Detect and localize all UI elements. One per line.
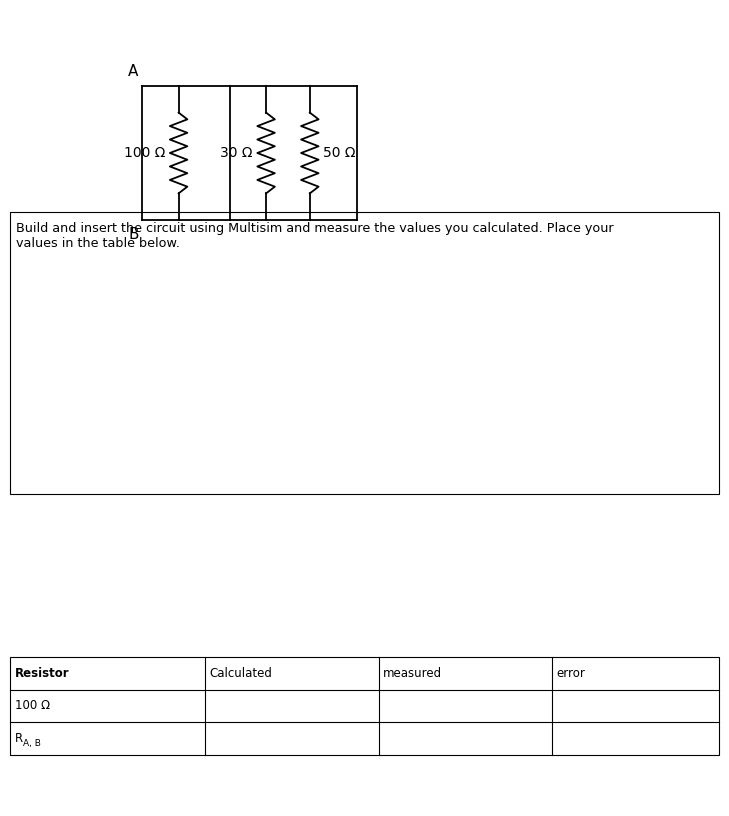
Text: 100 Ω: 100 Ω xyxy=(15,699,50,712)
Text: R: R xyxy=(15,732,23,745)
Text: A, B: A, B xyxy=(23,738,42,748)
Text: B: B xyxy=(128,227,139,242)
Text: Calculated: Calculated xyxy=(209,667,273,680)
Text: A: A xyxy=(128,64,139,79)
Text: Resistor: Resistor xyxy=(15,667,69,680)
Text: 50 Ω: 50 Ω xyxy=(323,146,356,160)
Text: Build and insert the circuit using Multisim and measure the values you calculate: Build and insert the circuit using Multi… xyxy=(16,222,614,250)
Text: error: error xyxy=(557,667,585,680)
Bar xyxy=(10,212,719,494)
Bar xyxy=(10,657,719,755)
Text: 30 Ω: 30 Ω xyxy=(220,146,253,160)
Text: measured: measured xyxy=(383,667,443,680)
Text: 100 Ω: 100 Ω xyxy=(124,146,165,160)
